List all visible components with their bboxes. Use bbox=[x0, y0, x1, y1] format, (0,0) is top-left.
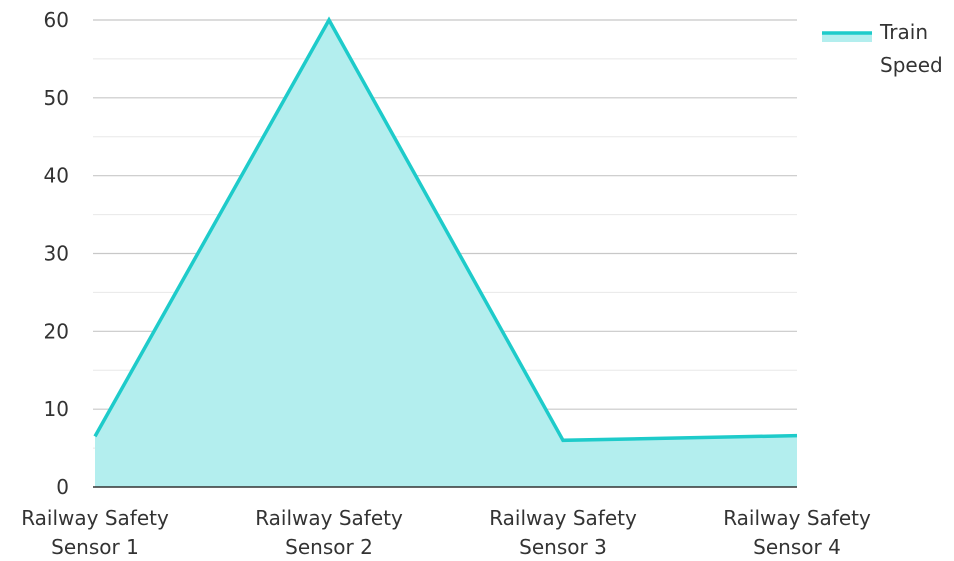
x-tick-label-line: Railway Safety bbox=[255, 506, 403, 530]
x-tick-label: Railway Safety Sensor 3 bbox=[489, 506, 637, 559]
x-tick-label-line: Sensor 1 bbox=[51, 535, 139, 559]
y-tick-label: 30 bbox=[44, 242, 69, 266]
series-line-path bbox=[93, 16, 798, 443]
legend-label: Train Speed bbox=[879, 20, 943, 77]
x-tick-label-line: Railway Safety bbox=[723, 506, 871, 530]
legend: Train Speed bbox=[822, 20, 943, 77]
y-tick-label: 60 bbox=[44, 8, 69, 32]
series-line bbox=[93, 16, 798, 443]
x-tick-label-line: Sensor 3 bbox=[519, 535, 607, 559]
y-tick-label: 10 bbox=[44, 397, 69, 421]
y-axis-ticks: 0 10 20 30 40 50 60 bbox=[44, 8, 69, 499]
x-tick-label-line: Railway Safety bbox=[21, 506, 169, 530]
x-tick-label: Railway Safety Sensor 1 bbox=[21, 506, 169, 559]
y-tick-label: 40 bbox=[44, 164, 69, 188]
x-tick-label-line: Sensor 2 bbox=[285, 535, 373, 559]
y-tick-label: 0 bbox=[56, 475, 69, 499]
x-axis-ticks: Railway Safety Sensor 1 Railway Safety Sens… bbox=[21, 506, 871, 559]
x-tick-label-line: Sensor 4 bbox=[753, 535, 841, 559]
legend-swatch-fill bbox=[822, 32, 872, 42]
legend-label-line-1: Train bbox=[879, 20, 928, 44]
x-tick-label: Railway Safety Sensor 4 bbox=[723, 506, 871, 559]
series-area bbox=[95, 20, 797, 487]
x-tick-label-line: Railway Safety bbox=[489, 506, 637, 530]
x-tick-label: Railway Safety Sensor 2 bbox=[255, 506, 403, 559]
legend-label-line-2: Speed bbox=[880, 53, 943, 77]
series-area-fill bbox=[95, 20, 797, 487]
y-tick-label: 20 bbox=[44, 319, 69, 343]
y-tick-label: 50 bbox=[44, 86, 69, 110]
